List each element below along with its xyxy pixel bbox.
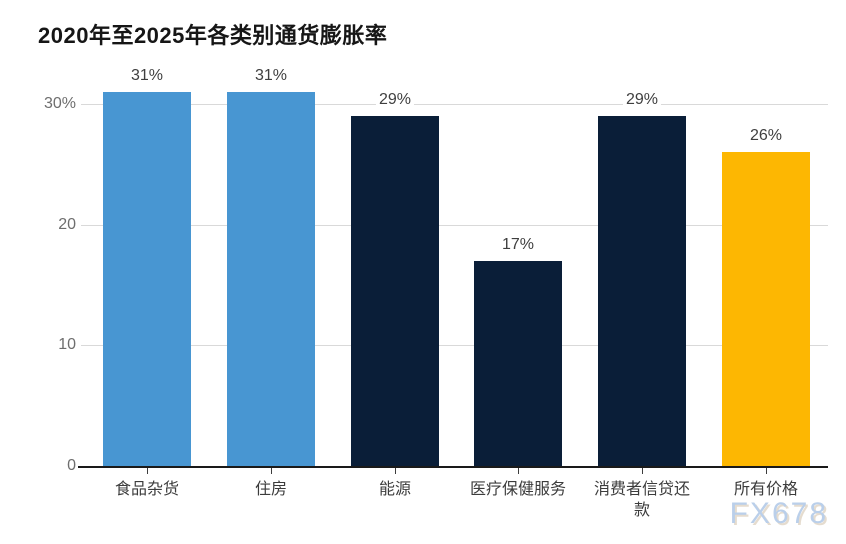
bar-value-label-能源: 29% <box>375 89 415 110</box>
watermark-fx678: FX678 <box>729 497 828 530</box>
x-axis-tick-医疗保健服务 <box>518 468 519 474</box>
bar-医疗保健服务 <box>474 261 562 466</box>
x-axis-tick-消费者信贷还款 <box>642 468 643 474</box>
bar-能源 <box>351 116 439 466</box>
x-axis-label-所有价格: 所有价格 <box>733 481 798 498</box>
bar-value-label-消费者信贷还款: 29% <box>622 89 662 110</box>
x-axis-label-消费者信贷还款: 消费者信贷还款 <box>593 481 690 519</box>
y-axis-label-30%: 30% <box>43 95 76 112</box>
y-axis-label-20: 20 <box>58 216 76 233</box>
x-axis-label-食品杂货: 食品杂货 <box>114 481 179 498</box>
bar-value-label-医疗保健服务: 17% <box>498 234 538 255</box>
x-axis-label-医疗保健服务: 医疗保健服务 <box>469 481 566 498</box>
bar-所有价格 <box>722 152 810 466</box>
gridline-10 <box>81 345 828 346</box>
bar-食品杂货 <box>103 92 191 466</box>
bar-value-label-住房: 31% <box>251 65 291 86</box>
y-axis-label-10: 10 <box>58 336 76 353</box>
chart-title: 2020年至2025年各类别通货膨胀率 <box>38 23 388 48</box>
y-axis-label-0: 0 <box>67 457 76 474</box>
x-axis-line <box>78 466 828 468</box>
x-axis-tick-住房 <box>271 468 272 474</box>
x-axis-tick-食品杂货 <box>147 468 148 474</box>
gridline-20 <box>81 225 828 226</box>
x-axis-tick-能源 <box>395 468 396 474</box>
bar-消费者信贷还款 <box>598 116 686 466</box>
x-axis-label-能源: 能源 <box>378 481 411 498</box>
bar-住房 <box>227 92 315 466</box>
bar-value-label-所有价格: 26% <box>746 125 786 146</box>
bar-value-label-食品杂货: 31% <box>127 65 167 86</box>
x-axis-label-住房: 住房 <box>254 481 287 498</box>
x-axis-tick-所有价格 <box>766 468 767 474</box>
gridline-30% <box>81 104 828 105</box>
